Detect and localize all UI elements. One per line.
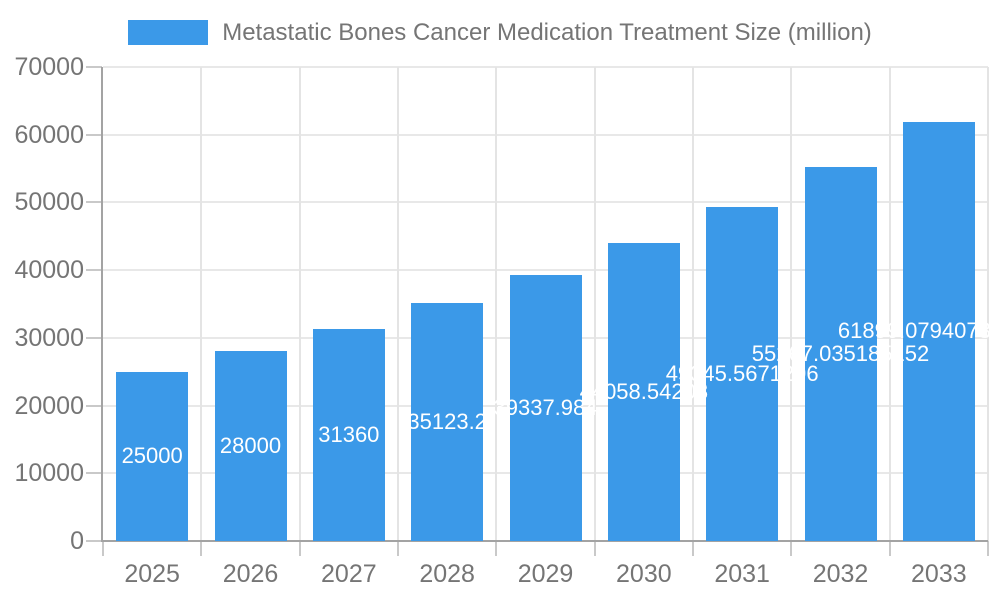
bar-2026[interactable] bbox=[214, 351, 287, 541]
y-axis-tick bbox=[86, 66, 102, 68]
bar-value-label: 31360 bbox=[318, 421, 380, 447]
y-axis-label: 10000 bbox=[14, 459, 84, 488]
v-gridline bbox=[888, 67, 891, 541]
bar-2029[interactable] bbox=[509, 274, 582, 541]
bar-2033[interactable] bbox=[902, 121, 975, 541]
v-gridline bbox=[200, 67, 203, 541]
x-axis-tick bbox=[397, 541, 399, 556]
y-axis-tick bbox=[86, 336, 102, 339]
y-axis-label: 0 bbox=[70, 527, 84, 555]
x-axis-line bbox=[101, 540, 988, 542]
v-gridline bbox=[790, 67, 793, 541]
bar-2031[interactable] bbox=[706, 206, 779, 541]
y-axis-label: 50000 bbox=[14, 188, 84, 217]
x-axis-tick bbox=[298, 541, 301, 556]
x-axis-label: 2030 bbox=[616, 560, 672, 588]
bar-value-label: 44058.54208 bbox=[579, 378, 709, 404]
h-gridline bbox=[103, 269, 988, 272]
v-gridline bbox=[692, 67, 694, 541]
x-axis-label: 2032 bbox=[812, 560, 869, 588]
x-axis-label: 2027 bbox=[321, 560, 377, 588]
legend-label: Metastatic Bones Cancer Medication Treat… bbox=[222, 18, 872, 46]
x-axis-label: 2031 bbox=[714, 560, 770, 588]
y-axis-line bbox=[101, 67, 103, 541]
x-axis-label: 2026 bbox=[222, 560, 279, 588]
x-axis-tick bbox=[593, 541, 596, 556]
h-gridline bbox=[103, 66, 988, 68]
bar-2027[interactable] bbox=[312, 328, 385, 541]
h-gridline bbox=[103, 133, 988, 136]
y-axis-tick bbox=[86, 201, 102, 204]
x-axis-tick bbox=[102, 541, 104, 556]
y-axis-label: 20000 bbox=[14, 391, 84, 420]
bar-value-label: 55267.035185152 bbox=[751, 340, 930, 366]
v-gridline bbox=[987, 67, 989, 541]
legend[interactable]: Metastatic Bones Cancer Medication Treat… bbox=[0, 18, 1000, 46]
bar-2028[interactable] bbox=[411, 303, 484, 541]
x-axis-tick bbox=[495, 541, 498, 556]
bar-2025[interactable] bbox=[116, 371, 189, 541]
x-axis-label: 2025 bbox=[124, 560, 180, 588]
y-axis-label: 60000 bbox=[14, 120, 84, 149]
y-axis-tick bbox=[86, 269, 102, 272]
h-gridline bbox=[103, 201, 988, 204]
y-axis-tick bbox=[86, 540, 102, 542]
y-axis-tick bbox=[86, 133, 102, 136]
x-axis-label: 2028 bbox=[419, 560, 475, 588]
x-axis-tick bbox=[888, 541, 891, 556]
bar-value-label: 49345.5671296 bbox=[665, 360, 819, 386]
x-axis-tick bbox=[987, 541, 989, 556]
x-axis-tick bbox=[200, 541, 203, 556]
bar-value-label: 28000 bbox=[219, 433, 282, 459]
v-gridline bbox=[298, 67, 301, 541]
y-axis-label: 30000 bbox=[14, 323, 84, 352]
legend-swatch bbox=[128, 20, 209, 45]
x-axis-label: 2029 bbox=[517, 560, 574, 588]
y-axis-tick bbox=[86, 404, 102, 407]
x-axis-tick bbox=[790, 541, 793, 556]
bar-value-label: 39337.984 bbox=[493, 394, 598, 420]
x-axis-tick bbox=[692, 541, 694, 556]
bar-value-label: 25000 bbox=[121, 443, 183, 469]
y-axis-tick bbox=[86, 472, 102, 475]
x-axis-label: 2033 bbox=[911, 560, 967, 588]
v-gridline bbox=[397, 67, 399, 541]
v-gridline bbox=[593, 67, 596, 541]
bar-value-label: 61899.07940737024 bbox=[837, 318, 1000, 344]
bar-2030[interactable] bbox=[607, 242, 680, 541]
v-gridline bbox=[495, 67, 498, 541]
y-axis-label: 40000 bbox=[14, 256, 84, 285]
bar-value-label: 35123.2 bbox=[407, 409, 487, 435]
bar-2032[interactable] bbox=[804, 166, 877, 541]
y-axis-label: 70000 bbox=[14, 53, 84, 81]
